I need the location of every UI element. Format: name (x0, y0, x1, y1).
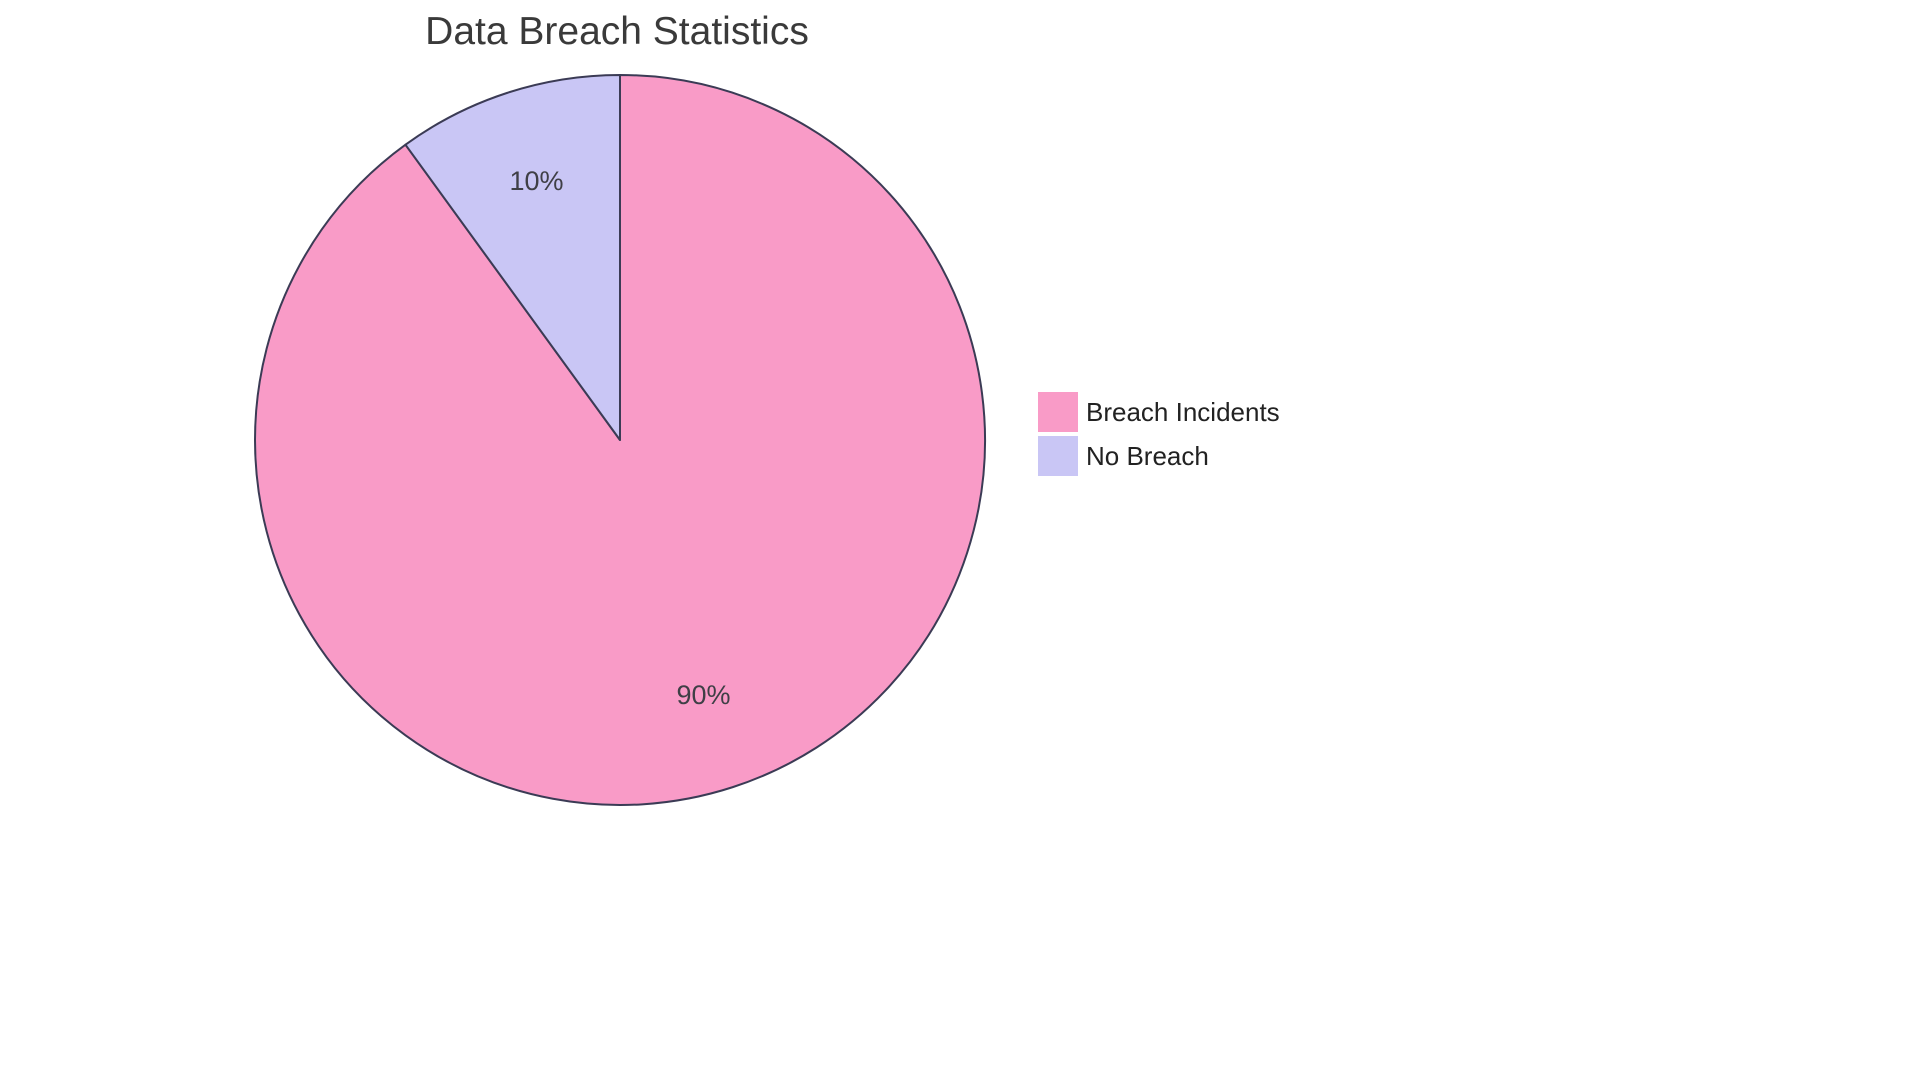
legend-item-no-breach: No Breach (1038, 436, 1280, 476)
legend-label-breach-incidents: Breach Incidents (1086, 396, 1280, 427)
legend-swatch-no-breach (1038, 436, 1078, 476)
slice-percent-label-no-breach: 10% (509, 166, 563, 196)
pie-slice-no-breach (404, 74, 621, 441)
legend-item-breach-incidents: Breach Incidents (1038, 392, 1280, 432)
chart-legend: Breach Incidents No Breach (1038, 392, 1280, 480)
chart-title: Data Breach Statistics (425, 10, 809, 53)
pie-svg: 90% 10% (254, 74, 986, 806)
legend-swatch-breach-incidents (1038, 392, 1078, 432)
slice-percent-label-breach-incidents: 90% (676, 680, 730, 710)
pie-plot-area: 90% 10% (248, 68, 992, 812)
legend-label-no-breach: No Breach (1086, 440, 1209, 471)
